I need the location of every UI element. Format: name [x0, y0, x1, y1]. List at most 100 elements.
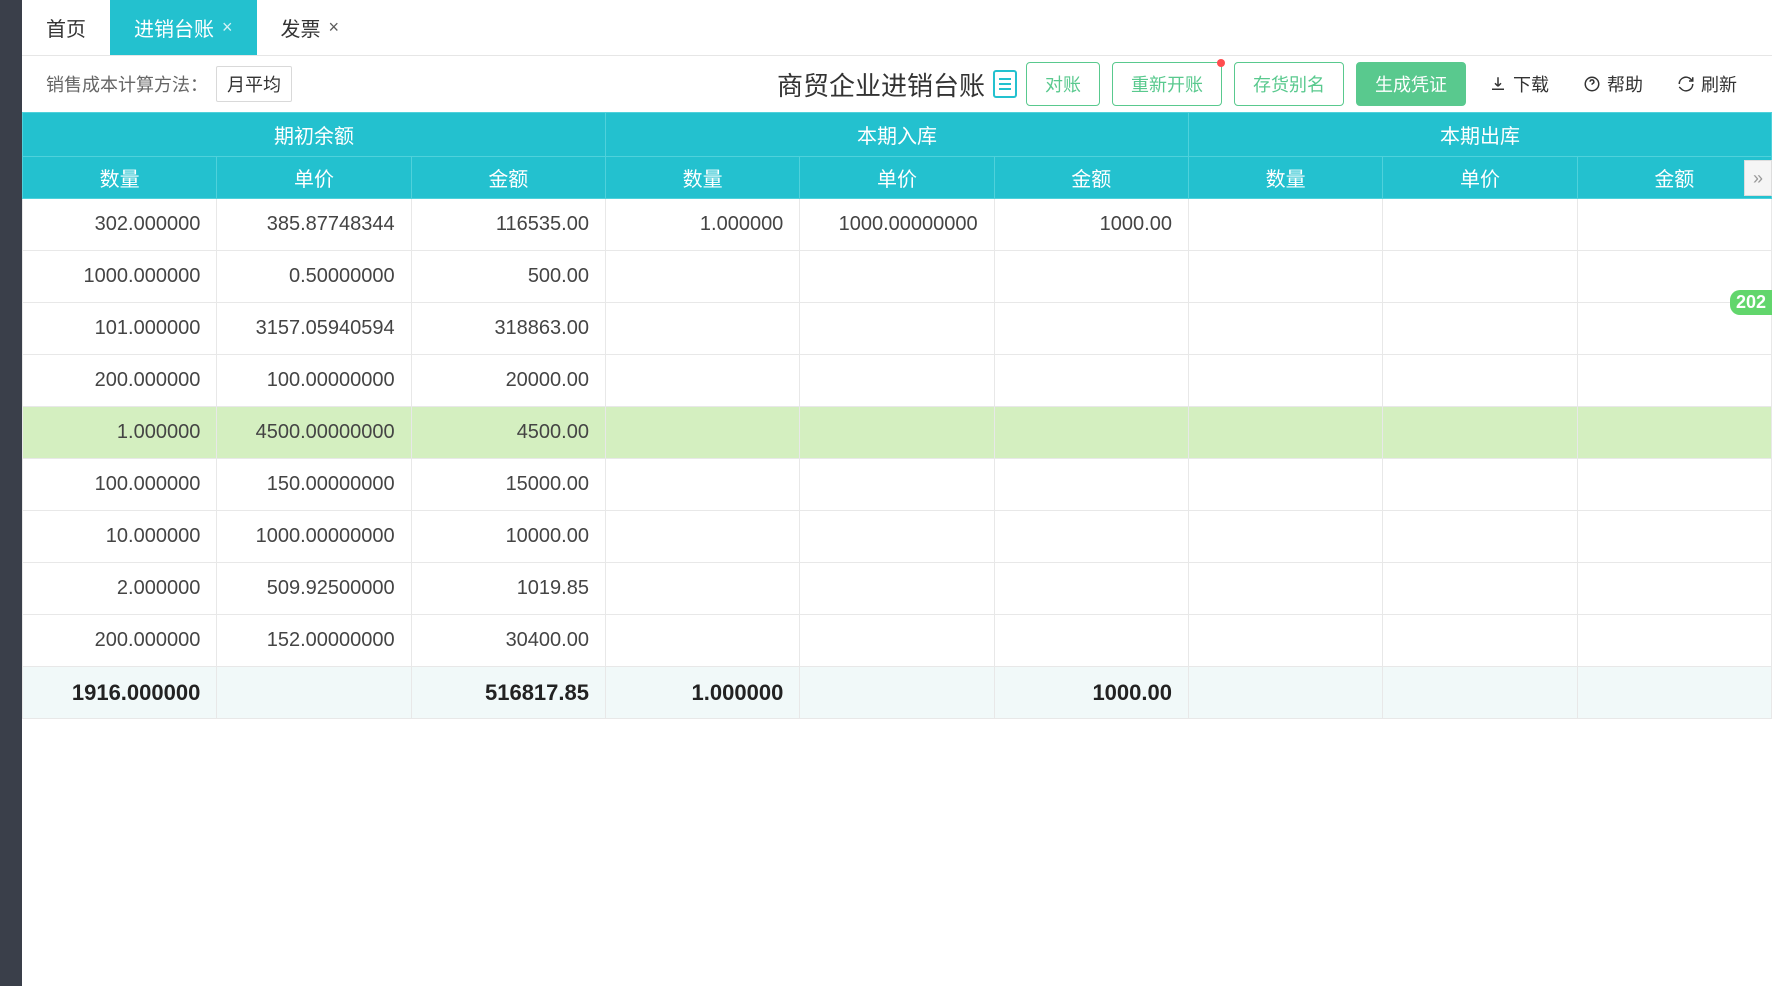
- column-header: 金额: [994, 157, 1188, 199]
- cell: [1577, 563, 1771, 615]
- reconcile-button[interactable]: 对账: [1026, 62, 1100, 106]
- table-row[interactable]: 100.000000150.0000000015000.00: [23, 459, 1772, 511]
- close-icon[interactable]: ×: [222, 17, 233, 38]
- cell: [1188, 511, 1382, 563]
- cell: [994, 459, 1188, 511]
- cell: [994, 563, 1188, 615]
- table-row[interactable]: 2.000000509.925000001019.85: [23, 563, 1772, 615]
- group-header: 本期入库: [605, 113, 1188, 157]
- cell: 500.00: [411, 251, 605, 303]
- cost-method: 销售成本计算方法： 月平均: [46, 66, 292, 102]
- download-icon: [1489, 75, 1507, 93]
- total-cell: [1188, 667, 1382, 719]
- download-button[interactable]: 下载: [1478, 62, 1560, 106]
- cost-method-label: 销售成本计算方法：: [46, 71, 208, 97]
- cell: 318863.00: [411, 303, 605, 355]
- cell: [994, 251, 1188, 303]
- table-row[interactable]: 10.0000001000.0000000010000.00: [23, 511, 1772, 563]
- table-row[interactable]: 101.0000003157.05940594318863.00: [23, 303, 1772, 355]
- tab-发票[interactable]: 发票 ×: [257, 0, 364, 55]
- refresh-button[interactable]: 刷新: [1666, 62, 1748, 106]
- cell: [994, 303, 1188, 355]
- cell: [800, 303, 994, 355]
- left-rail: [0, 0, 22, 986]
- cell: 3157.05940594: [217, 303, 411, 355]
- tab-label: 发票: [281, 13, 321, 42]
- cell: [1577, 615, 1771, 667]
- table-row[interactable]: 200.000000100.0000000020000.00: [23, 355, 1772, 407]
- close-icon[interactable]: ×: [329, 17, 340, 38]
- cell: [1383, 615, 1577, 667]
- cell: [1383, 303, 1577, 355]
- cell: [1188, 251, 1382, 303]
- total-cell: [800, 667, 994, 719]
- scroll-right-arrow[interactable]: »: [1744, 160, 1772, 196]
- cell: [1188, 563, 1382, 615]
- total-row: 1916.000000516817.851.0000001000.00: [23, 667, 1772, 719]
- action-buttons: 对账 重新开账 存货别名 生成凭证 下载 帮助 刷新: [1026, 62, 1748, 106]
- column-header: 数量: [1188, 157, 1382, 199]
- document-icon[interactable]: [993, 70, 1017, 98]
- reopen-button[interactable]: 重新开账: [1112, 62, 1222, 106]
- cell: [800, 459, 994, 511]
- table-row[interactable]: 1000.0000000.50000000500.00: [23, 251, 1772, 303]
- cell: [994, 511, 1188, 563]
- cell: 1000.00000000: [217, 511, 411, 563]
- cell: [994, 407, 1188, 459]
- cell: [605, 511, 799, 563]
- column-header: 金额: [411, 157, 605, 199]
- cell: 10000.00: [411, 511, 605, 563]
- cell: [605, 407, 799, 459]
- table-head: 期初余额本期入库本期出库 数量单价金额数量单价金额数量单价金额: [23, 113, 1772, 199]
- column-header: 单价: [800, 157, 994, 199]
- cell: [1188, 355, 1382, 407]
- table-row[interactable]: 200.000000152.0000000030400.00: [23, 615, 1772, 667]
- cell: 1.000000: [605, 199, 799, 251]
- cell: 4500.00: [411, 407, 605, 459]
- cell: [1383, 563, 1577, 615]
- refresh-label: 刷新: [1701, 71, 1737, 97]
- tab-进销台账[interactable]: 进销台账×: [110, 0, 257, 55]
- column-header: 单价: [1383, 157, 1577, 199]
- cell: [1383, 251, 1577, 303]
- help-label: 帮助: [1607, 71, 1643, 97]
- total-cell: [1577, 667, 1771, 719]
- toolbar: 销售成本计算方法： 月平均 商贸企业进销台账 对账 重新开账 存货别名 生成凭证…: [22, 56, 1772, 112]
- tab-首页[interactable]: 首页: [22, 0, 110, 55]
- cell: [800, 615, 994, 667]
- cell: 30400.00: [411, 615, 605, 667]
- page-title: 商贸企业进销台账: [777, 66, 985, 103]
- download-label: 下载: [1513, 71, 1549, 97]
- cell: 1019.85: [411, 563, 605, 615]
- cell: 200.000000: [23, 615, 217, 667]
- total-cell: 1000.00: [994, 667, 1188, 719]
- cell: 100.00000000: [217, 355, 411, 407]
- cell: [1577, 511, 1771, 563]
- table-row[interactable]: 302.000000385.87748344116535.001.0000001…: [23, 199, 1772, 251]
- cell: [1383, 459, 1577, 511]
- cell: [994, 355, 1188, 407]
- cell: [1188, 615, 1382, 667]
- table-row[interactable]: 1.0000004500.000000004500.00: [23, 407, 1772, 459]
- total-cell: 516817.85: [411, 667, 605, 719]
- cell: 2.000000: [23, 563, 217, 615]
- total-cell: 1.000000: [605, 667, 799, 719]
- cell: 0.50000000: [217, 251, 411, 303]
- cell: [1577, 407, 1771, 459]
- cell: 152.00000000: [217, 615, 411, 667]
- cost-method-select[interactable]: 月平均: [216, 66, 292, 102]
- generate-voucher-button[interactable]: 生成凭证: [1356, 62, 1466, 106]
- inventory-alias-button[interactable]: 存货别名: [1234, 62, 1344, 106]
- cell: [1188, 303, 1382, 355]
- cell: 1000.00: [994, 199, 1188, 251]
- refresh-icon: [1677, 75, 1695, 93]
- cell: [1383, 199, 1577, 251]
- total-cell: [1383, 667, 1577, 719]
- cell: [800, 511, 994, 563]
- year-badge[interactable]: 202: [1730, 290, 1772, 315]
- help-button[interactable]: 帮助: [1572, 62, 1654, 106]
- cell: 4500.00000000: [217, 407, 411, 459]
- cell: [1383, 511, 1577, 563]
- column-header: 单价: [217, 157, 411, 199]
- cell: 302.000000: [23, 199, 217, 251]
